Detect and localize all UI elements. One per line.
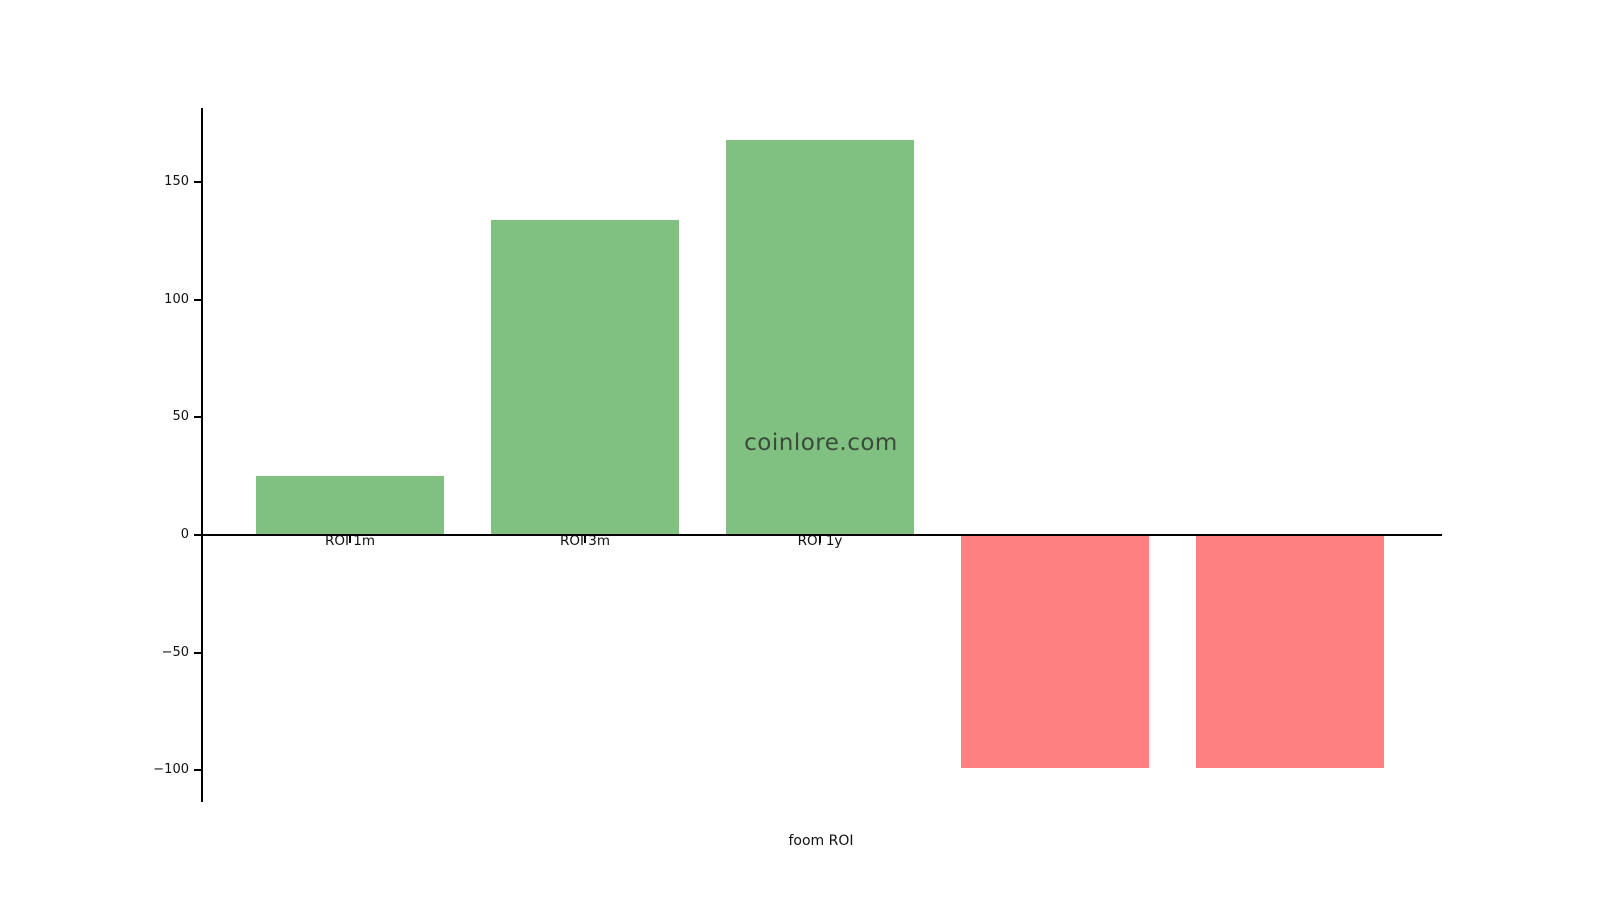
y-tick-mark [194, 416, 201, 419]
x-tick-mark [349, 535, 351, 543]
x-axis-title: foom ROI [788, 833, 854, 849]
y-tick-label: 150 [164, 173, 189, 189]
y-tick-mark [194, 180, 201, 183]
y-tick-label: 100 [164, 291, 189, 307]
y-tick-mark [194, 769, 201, 772]
y-tick-label: −50 [161, 644, 189, 660]
bar-negative-4 [1196, 535, 1384, 769]
y-tick-mark [194, 534, 201, 536]
bar-roi-1y [726, 139, 914, 535]
y-tick-mark [194, 651, 201, 654]
y-axis-line [201, 108, 203, 802]
x-tick-mark [819, 535, 821, 543]
y-tick-label: −100 [153, 762, 189, 778]
bar-negative-3 [961, 535, 1149, 769]
bar-roi-1m [256, 476, 444, 535]
watermark-text: coinlore.com [744, 430, 898, 456]
y-tick-mark [194, 298, 201, 301]
y-tick-label: 0 [180, 527, 189, 542]
y-tick-label: 50 [172, 409, 189, 425]
bar-roi-3m [491, 219, 679, 535]
x-axis-zero-line [201, 534, 1442, 536]
x-tick-mark [584, 535, 586, 543]
